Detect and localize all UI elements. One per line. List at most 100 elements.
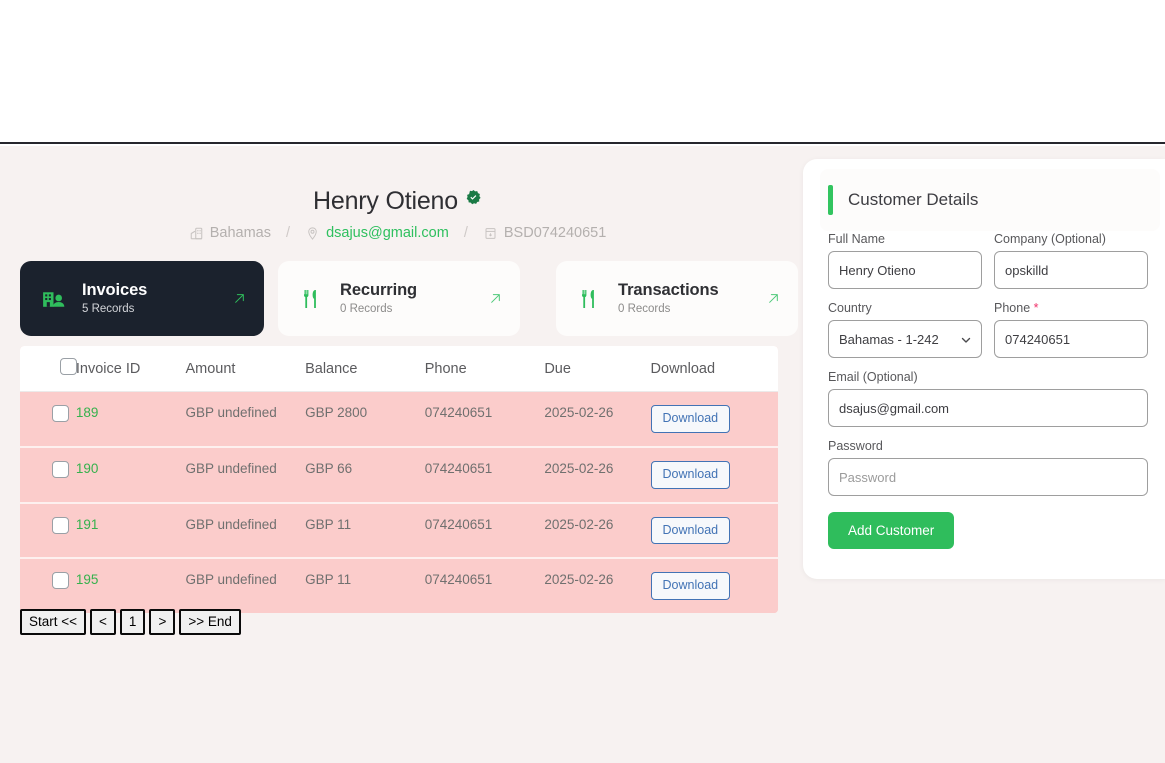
row-checkbox-cell bbox=[20, 502, 76, 560]
table-row[interactable]: 195 GBP undefined GBP 11 074240651 2025-02-2… bbox=[20, 558, 778, 613]
invoices-table: Invoice ID Amount Balance Phone Due Down… bbox=[20, 346, 778, 613]
pagination-prev-button[interactable]: < bbox=[90, 609, 116, 636]
page-body: Henry Otieno Bahamas / dsajus@gmail.com … bbox=[0, 146, 1165, 763]
row-checkbox[interactable] bbox=[52, 405, 69, 422]
breadcrumb-email[interactable]: dsajus@gmail.com bbox=[305, 225, 449, 241]
breadcrumb-separator-2: / bbox=[463, 225, 468, 242]
stat-card-records: 0 Records bbox=[340, 303, 393, 316]
stat-card-transactions[interactable]: Transactions 0 Records bbox=[556, 261, 798, 336]
field-email: Email (Optional) bbox=[828, 370, 1148, 427]
field-full-name: Full Name bbox=[828, 232, 982, 289]
cell-due: 2025-02-26 bbox=[544, 558, 651, 613]
building-user-icon bbox=[34, 286, 72, 311]
cell-due: 2025-02-26 bbox=[544, 502, 651, 560]
phone-input[interactable] bbox=[994, 320, 1148, 358]
invoice-id-link[interactable]: 191 bbox=[75, 516, 99, 532]
column-header-invoice-id[interactable]: Invoice ID bbox=[75, 346, 186, 392]
password-label: Password bbox=[828, 439, 883, 453]
invoice-id-link[interactable]: 189 bbox=[75, 405, 99, 420]
field-password: Password bbox=[828, 439, 1148, 496]
add-customer-button[interactable]: Add Customer bbox=[828, 512, 955, 549]
table-row[interactable]: 189 GBP undefined GBP 2800 074240651 2025-02… bbox=[20, 391, 778, 448]
cell-balance: GBP 11 bbox=[305, 558, 425, 613]
page-title: Henry Otieno bbox=[0, 184, 795, 216]
email-input[interactable] bbox=[828, 389, 1148, 427]
column-header-phone[interactable]: Phone bbox=[424, 346, 545, 392]
cell-due: 2025-02-26 bbox=[544, 446, 651, 504]
cell-balance: GBP 11 bbox=[305, 502, 425, 560]
column-header-download[interactable]: Download bbox=[650, 346, 778, 392]
customer-form: Full Name Company (Optional) Country Bah… bbox=[828, 232, 1148, 549]
full-name-input[interactable] bbox=[828, 251, 982, 289]
email-label: Email (Optional) bbox=[828, 370, 918, 384]
stat-card-records: 5 Records bbox=[82, 303, 135, 316]
cell-download: Download bbox=[650, 502, 778, 560]
utensils-icon bbox=[292, 287, 330, 311]
breadcrumb-email-label: dsajus@gmail.com bbox=[326, 225, 449, 242]
cell-invoice-id: 189 bbox=[75, 391, 186, 448]
cell-balance: GBP 66 bbox=[305, 446, 425, 504]
breadcrumb: Bahamas / dsajus@gmail.com / BSD07424065… bbox=[0, 225, 795, 241]
breadcrumb-country-label: Bahamas bbox=[209, 225, 271, 242]
stat-card-records: 0 Records bbox=[618, 303, 671, 316]
cell-download: Download bbox=[650, 391, 778, 448]
arrow-up-right-icon[interactable] bbox=[762, 290, 784, 307]
select-all-header bbox=[20, 346, 77, 392]
stat-card-title: Invoices bbox=[82, 280, 148, 299]
customer-details-header: Customer Details bbox=[820, 169, 1160, 231]
invoice-id-link[interactable]: 190 bbox=[75, 460, 99, 476]
table-header-row: Invoice ID Amount Balance Phone Due Down… bbox=[20, 346, 778, 392]
cell-balance: GBP 2800 bbox=[305, 391, 425, 448]
cell-phone: 074240651 bbox=[424, 391, 545, 448]
stat-card-text: Transactions 0 Records bbox=[618, 280, 762, 318]
pagination-next-button[interactable]: > bbox=[149, 609, 176, 636]
download-button[interactable]: Download bbox=[650, 572, 731, 600]
arrow-up-right-icon[interactable] bbox=[228, 290, 250, 307]
phone-label-text: Phone bbox=[994, 301, 1034, 315]
column-header-balance[interactable]: Balance bbox=[305, 346, 425, 392]
select-all-checkbox[interactable] bbox=[60, 358, 77, 375]
pagination-start-button[interactable]: Start << bbox=[20, 609, 87, 636]
cell-download: Download bbox=[650, 558, 778, 613]
main-content-column: Henry Otieno Bahamas / dsajus@gmail.com … bbox=[0, 146, 798, 763]
row-checkbox[interactable] bbox=[52, 572, 69, 590]
table-row[interactable]: 190 GBP undefined GBP 66 074240651 2025-02-2… bbox=[20, 446, 778, 504]
cell-download: Download bbox=[650, 446, 778, 504]
download-button[interactable]: Download bbox=[650, 516, 731, 545]
cell-phone: 074240651 bbox=[424, 446, 545, 504]
utensils-icon bbox=[570, 287, 608, 311]
password-input[interactable] bbox=[828, 458, 1148, 496]
arrow-up-right-icon[interactable] bbox=[484, 290, 506, 307]
pagination-end-button[interactable]: >> End bbox=[179, 609, 241, 636]
stat-card-recurring[interactable]: Recurring 0 Records bbox=[278, 261, 520, 336]
phone-label: Phone * bbox=[994, 301, 1148, 315]
calendar-icon bbox=[483, 226, 498, 241]
pagination-page-1-button[interactable]: 1 bbox=[119, 609, 146, 636]
phone-required-mark: * bbox=[1033, 301, 1039, 315]
download-button[interactable]: Download bbox=[650, 460, 731, 489]
accent-bar bbox=[828, 185, 833, 215]
row-checkbox-cell bbox=[20, 391, 76, 448]
cell-invoice-id: 195 bbox=[75, 558, 186, 613]
table-row[interactable]: 191 GBP undefined GBP 11 074240651 2025-02-2… bbox=[20, 502, 778, 560]
cell-invoice-id: 190 bbox=[75, 446, 186, 504]
row-checkbox[interactable] bbox=[52, 516, 69, 534]
company-input[interactable] bbox=[994, 251, 1148, 289]
download-button[interactable]: Download bbox=[650, 405, 731, 433]
column-header-due[interactable]: Due bbox=[544, 346, 651, 392]
customer-details-panel: Customer Details Full Name Company (Opti… bbox=[803, 159, 1165, 579]
cell-phone: 074240651 bbox=[424, 502, 545, 560]
field-country: Country Bahamas - 1-242 bbox=[828, 301, 982, 358]
full-name-label: Full Name bbox=[828, 232, 885, 246]
column-header-amount[interactable]: Amount bbox=[185, 346, 306, 392]
breadcrumb-separator-1: / bbox=[286, 225, 291, 242]
invoice-id-link[interactable]: 195 bbox=[75, 572, 99, 588]
row-checkbox[interactable] bbox=[52, 460, 69, 478]
country-select[interactable]: Bahamas - 1-242 bbox=[828, 320, 982, 358]
building-chart-icon bbox=[189, 226, 204, 241]
verified-badge-icon bbox=[465, 184, 482, 205]
row-checkbox-cell bbox=[20, 558, 76, 613]
stat-card-invoices[interactable]: Invoices 5 Records bbox=[20, 261, 264, 336]
stat-card-title: Transactions bbox=[618, 280, 719, 299]
top-white-strip bbox=[0, 0, 1165, 144]
